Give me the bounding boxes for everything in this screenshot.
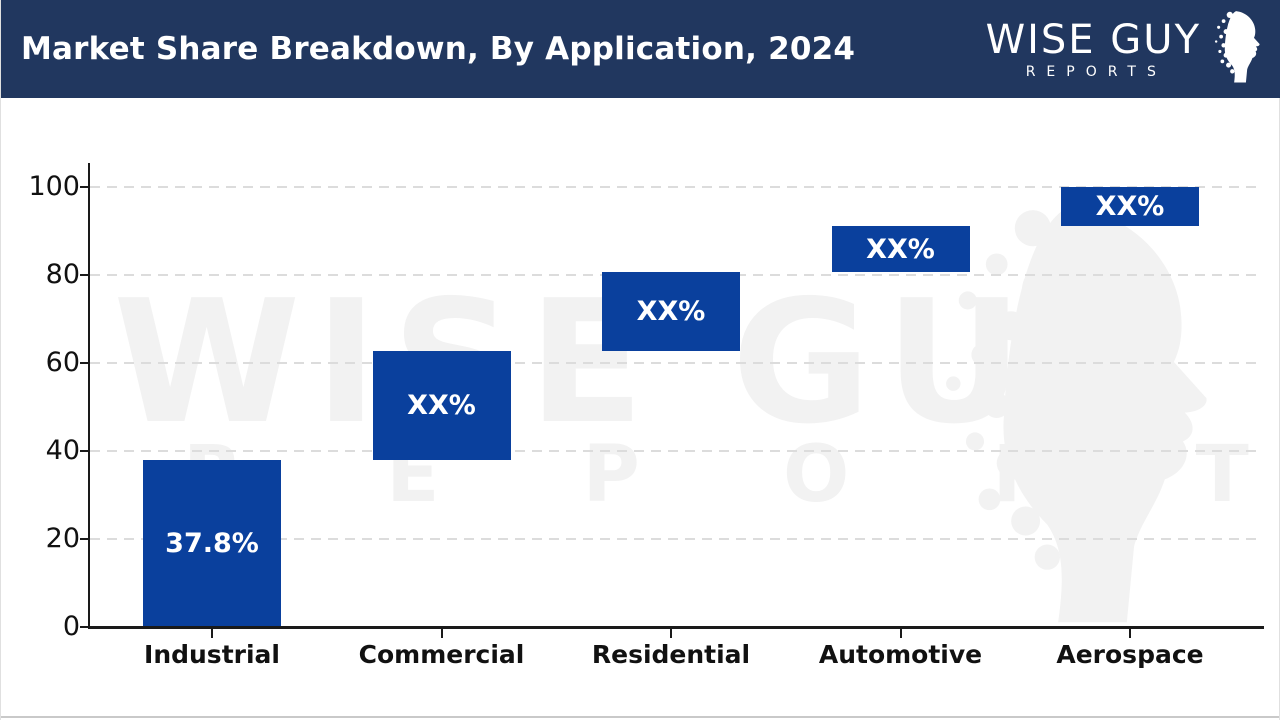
gridline-60 [90, 361, 1263, 364]
header-bar: Market Share Breakdown, By Application, … [1, 0, 1280, 98]
y-tick-label-20: 20 [45, 522, 80, 554]
y-tick-mark-100 [80, 185, 90, 188]
y-tick-mark-60 [80, 361, 90, 364]
bar-aerospace: XX% [1061, 186, 1199, 227]
x-category-label-industrial: Industrial [144, 640, 280, 669]
y-tick-mark-40 [80, 449, 90, 452]
y-tick-label-60: 60 [45, 346, 80, 378]
bar-value-label: XX% [866, 233, 935, 265]
x-tick-mark-commercial [440, 629, 443, 638]
y-tick-label-40: 40 [45, 434, 80, 466]
bar-value-label: XX% [407, 390, 476, 422]
y-tick-mark-20 [80, 537, 90, 540]
x-tick-mark-automotive [899, 629, 902, 638]
gridline-40 [90, 449, 1263, 452]
bar-commercial: XX% [372, 350, 511, 461]
x-category-label-aerospace: Aerospace [1056, 640, 1204, 669]
bar-value-label: XX% [1095, 190, 1165, 222]
logo-brand-subtitle: REPORTS [1025, 63, 1167, 80]
y-tick-mark-80 [80, 273, 90, 276]
bar-value-label: XX% [636, 295, 706, 327]
bar-automotive: XX% [831, 226, 970, 272]
x-axis-line [88, 626, 1264, 629]
x-category-label-automotive: Automotive [818, 640, 983, 669]
x-category-label-residential: Residential [591, 640, 751, 669]
y-tick-label-100: 100 [28, 170, 80, 202]
bar-residential: XX% [602, 271, 740, 351]
x-category-label-commercial: Commercial [358, 640, 525, 669]
dotted-head-profile-icon [1205, 7, 1267, 91]
logo-brand-name: WISE GUY [985, 16, 1201, 63]
bar-value-label: 37.8% [165, 528, 259, 560]
x-tick-mark-aerospace [1129, 629, 1131, 638]
bottom-border-line [1, 716, 1279, 718]
page-title: Market Share Breakdown, By Application, … [21, 31, 856, 67]
gridline-100 [90, 185, 1263, 188]
y-tick-label-0: 0 [62, 611, 80, 642]
logo-text: WISE GUY REPORTS [986, 20, 1201, 79]
bar-industrial: 37.8% [143, 460, 281, 627]
y-axis-line [88, 163, 90, 628]
x-tick-mark-residential [670, 629, 672, 638]
x-tick-mark-industrial [211, 629, 213, 638]
y-tick-mark-0 [80, 626, 90, 628]
gridline-20 [90, 537, 1263, 540]
y-tick-label-80: 80 [45, 258, 80, 290]
wise-guy-reports-logo: WISE GUY REPORTS [986, 7, 1267, 91]
